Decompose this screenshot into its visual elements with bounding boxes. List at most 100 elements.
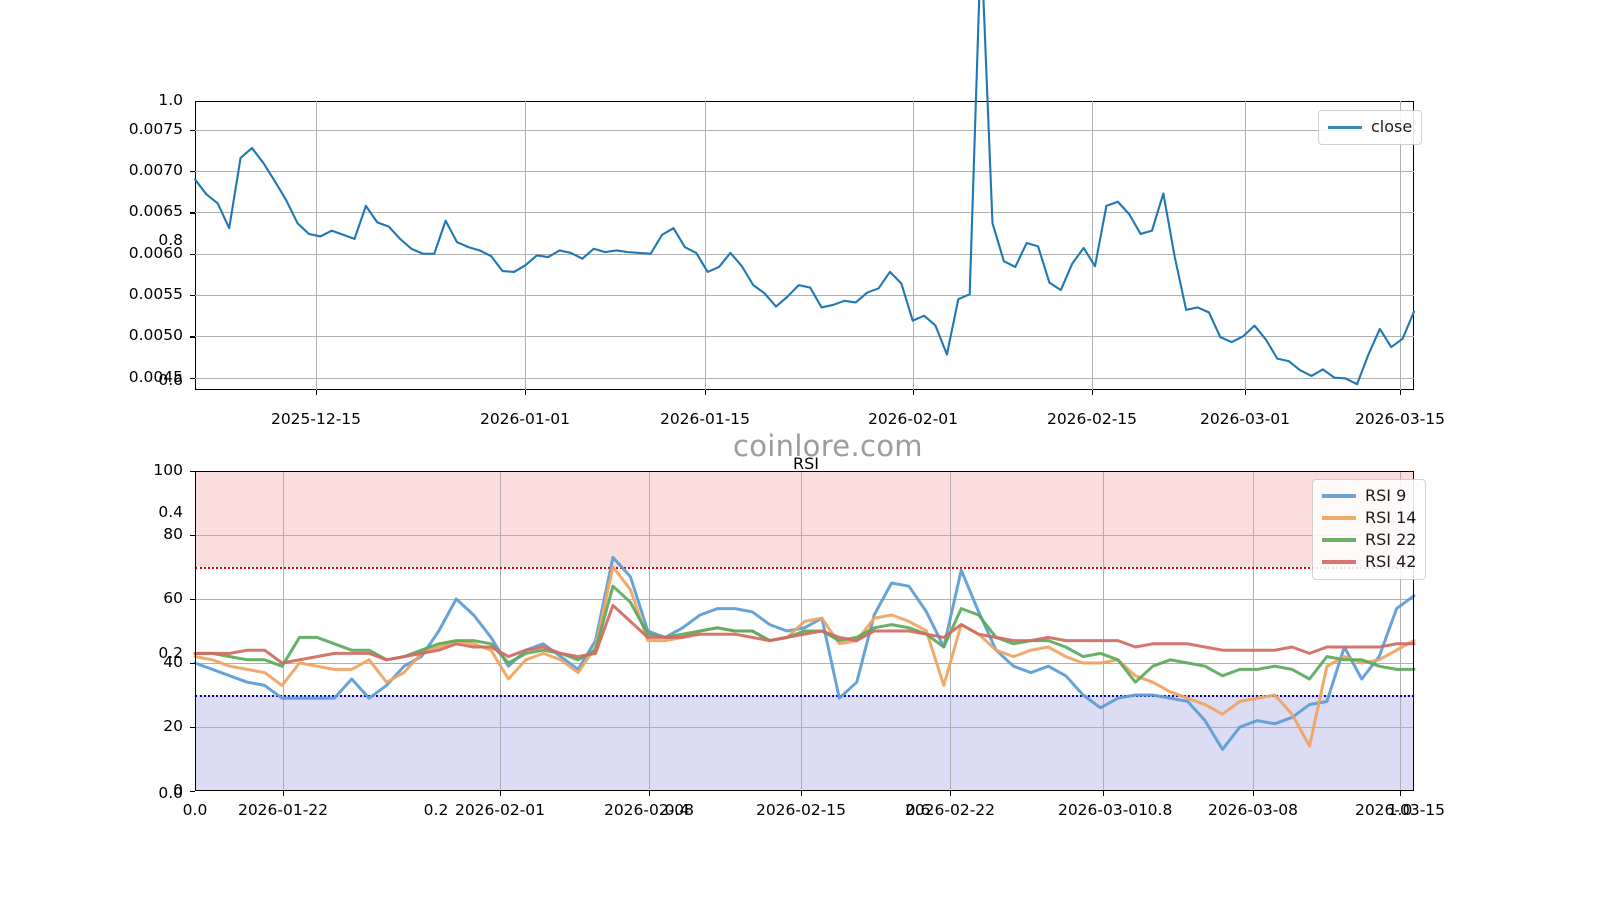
legend-item-rsi-22[interactable]: RSI 22 bbox=[1322, 529, 1416, 551]
rsi-y-tickmark bbox=[190, 791, 195, 793]
rsi-y-tick-label: 20 bbox=[163, 717, 183, 735]
price-gridline-v bbox=[913, 101, 914, 390]
price-y-tickmark bbox=[190, 295, 195, 297]
rsi-x-tick-label: 2026-02-08 bbox=[603, 801, 695, 819]
rsi-overbought-band bbox=[195, 471, 1414, 567]
rsi-y-tickmark bbox=[190, 727, 195, 729]
price-gridline-h bbox=[195, 377, 1414, 379]
rsi-y-tickmark bbox=[190, 535, 195, 537]
legend-label: RSI 42 bbox=[1365, 552, 1417, 571]
legend-label: RSI 14 bbox=[1365, 508, 1417, 527]
price-gridline-h bbox=[195, 295, 1414, 297]
rsi-y-tickmark bbox=[190, 663, 195, 665]
legend-swatch-icon bbox=[1322, 516, 1356, 520]
price-y-tick-label: 0.0070 bbox=[128, 161, 183, 180]
price-gridline-h bbox=[195, 336, 1414, 338]
watermark-coinlore: coinlore.com bbox=[733, 429, 923, 463]
price-x-tickmark bbox=[1092, 390, 1094, 395]
legend-swatch-icon bbox=[1322, 560, 1356, 564]
price-gridline-v bbox=[1092, 101, 1093, 390]
rsi-legend[interactable]: RSI 9 RSI 14 RSI 22 RSI 42 bbox=[1312, 479, 1427, 580]
rsi-y-tickmark bbox=[190, 471, 195, 473]
rsi-x-tickmark bbox=[500, 791, 502, 796]
price-y-tickmark bbox=[190, 129, 195, 132]
rsi-x-tick-label: 2026-02-22 bbox=[904, 801, 996, 819]
rsi-x-tickmark bbox=[283, 791, 285, 796]
price-x-tickmark bbox=[316, 390, 318, 395]
price-y-tickmark bbox=[190, 253, 195, 256]
rsi-panel-title: RSI bbox=[793, 454, 819, 473]
overlay-x-tick-label: 1.0 bbox=[1387, 801, 1413, 819]
rsi-gridline-h bbox=[195, 599, 1414, 600]
rsi-gridline-v bbox=[1400, 471, 1401, 791]
rsi-gridline-h bbox=[195, 727, 1414, 728]
rsi-y-tick-label: 40 bbox=[163, 653, 183, 671]
legend-swatch-icon bbox=[1322, 494, 1356, 498]
overlay-x-tick-label: 0.8 bbox=[1147, 801, 1173, 819]
overlay-y-tick-label: 1.0 bbox=[158, 91, 183, 109]
rsi-x-tick-label: 2026-02-01 bbox=[454, 801, 546, 819]
price-x-tick-label: 2026-02-01 bbox=[867, 410, 959, 428]
price-y-tickmark bbox=[190, 336, 195, 338]
rsi-overbought-threshold-line bbox=[195, 567, 1414, 569]
price-x-tick-label: 2026-03-01 bbox=[1199, 410, 1291, 428]
rsi-y-tickmark bbox=[190, 599, 195, 601]
rsi-series-line bbox=[193, 555, 1416, 751]
rsi-chart-panel bbox=[193, 471, 1416, 791]
overlay-y-tick-label: 0.0 bbox=[158, 784, 183, 802]
legend-item-rsi-14[interactable]: RSI 14 bbox=[1322, 507, 1416, 529]
price-legend[interactable]: close bbox=[1318, 110, 1423, 145]
price-x-tick-label: 2026-01-01 bbox=[479, 410, 571, 428]
rsi-gridline-v bbox=[1103, 471, 1104, 791]
price-x-tick-label: 2026-02-15 bbox=[1046, 410, 1138, 428]
overlay-x-tick-label: 0.2 bbox=[423, 801, 449, 819]
price-x-tickmark bbox=[1245, 390, 1247, 395]
rsi-x-tickmark bbox=[801, 791, 803, 796]
price-y-tickmark bbox=[190, 171, 195, 173]
overlay-x-tick-label: 0.6 bbox=[905, 801, 931, 819]
rsi-line-series bbox=[193, 555, 1416, 751]
legend-item-rsi-9[interactable]: RSI 9 bbox=[1322, 485, 1416, 507]
legend-label: close bbox=[1371, 117, 1413, 136]
rsi-y-tick-label: 80 bbox=[163, 525, 183, 543]
price-x-tickmark bbox=[913, 390, 915, 395]
legend-item-rsi-42[interactable]: RSI 42 bbox=[1322, 551, 1416, 573]
overlay-x-tick-label: 0.4 bbox=[664, 801, 690, 819]
overlay-x-tick-label: 0.0 bbox=[182, 801, 208, 819]
price-chart-panel bbox=[193, 0, 1416, 390]
price-y-tick-label: 0.0055 bbox=[128, 285, 183, 304]
rsi-gridline-v bbox=[1253, 471, 1254, 791]
legend-item-close[interactable]: close bbox=[1328, 116, 1412, 138]
price-y-tick-label: 0.0045 bbox=[128, 367, 183, 386]
overlay-y-tick-label: 0.4 bbox=[158, 503, 183, 521]
price-x-tick-label: 2026-03-15 bbox=[1354, 410, 1446, 428]
price-gridline-v bbox=[1245, 101, 1246, 390]
price-x-tickmark bbox=[705, 390, 707, 395]
legend-label: RSI 9 bbox=[1365, 486, 1407, 505]
price-x-tickmark bbox=[1400, 390, 1402, 395]
price-x-tickmark bbox=[525, 390, 527, 395]
rsi-x-tick-label: 2026-03-01 bbox=[1057, 801, 1149, 819]
rsi-y-tick-label: 0 bbox=[173, 781, 183, 799]
rsi-series-line bbox=[193, 603, 1416, 665]
rsi-y-tick-label: 60 bbox=[163, 589, 183, 607]
price-x-tick-label: 2026-01-15 bbox=[659, 410, 751, 428]
price-gridline-v bbox=[316, 101, 317, 390]
price-close-line bbox=[193, 0, 1416, 386]
rsi-x-tick-label: 2026-01-22 bbox=[237, 801, 329, 819]
rsi-y-tick-label: 100 bbox=[153, 461, 183, 479]
rsi-x-tickmark bbox=[950, 791, 952, 796]
rsi-x-tickmark bbox=[649, 791, 651, 796]
price-gridline-h bbox=[195, 171, 1414, 173]
rsi-x-tick-label: 2026-03-08 bbox=[1207, 801, 1299, 819]
rsi-x-tick-label: 2026-03-15 bbox=[1354, 801, 1446, 819]
price-gridline-v bbox=[705, 101, 706, 390]
rsi-series-line bbox=[193, 565, 1416, 748]
rsi-oversold-threshold-line bbox=[195, 695, 1414, 697]
price-y-tick-label: 0.0075 bbox=[128, 119, 183, 138]
rsi-gridline-v bbox=[500, 471, 501, 791]
overlay-y-tick-label: 0.2 bbox=[158, 644, 183, 662]
price-gridline-h bbox=[195, 129, 1414, 131]
legend-label: RSI 22 bbox=[1365, 530, 1417, 549]
